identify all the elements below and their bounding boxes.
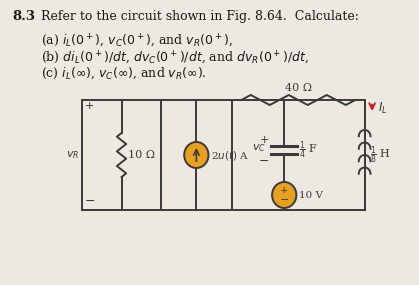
Text: 40 Ω: 40 Ω <box>285 83 312 93</box>
Text: −: − <box>279 195 289 205</box>
Text: $\frac{1}{4}$ F: $\frac{1}{4}$ F <box>299 139 318 161</box>
Text: +: + <box>280 186 288 195</box>
Circle shape <box>184 142 209 168</box>
Text: 10 V: 10 V <box>299 190 323 200</box>
Text: $v_C$: $v_C$ <box>253 142 266 154</box>
Text: +: + <box>260 135 269 145</box>
Circle shape <box>272 182 296 208</box>
Text: $\frac{1}{8}$ H: $\frac{1}{8}$ H <box>370 144 391 166</box>
Text: −: − <box>259 155 269 168</box>
Text: −: − <box>85 195 96 208</box>
Text: $v_R$: $v_R$ <box>66 149 80 161</box>
Text: (b) $di_L(0^+)/dt$, $dv_C(0^+)/dt$, and $dv_R(0^+)/dt$,: (b) $di_L(0^+)/dt$, $dv_C(0^+)/dt$, and … <box>41 49 309 66</box>
Text: +: + <box>85 101 94 111</box>
Text: Refer to the circuit shown in Fig. 8.64.  Calculate:: Refer to the circuit shown in Fig. 8.64.… <box>41 10 359 23</box>
Text: (a) $i_L(0^+)$, $v_C(0^+)$, and $v_R(0^+)$,: (a) $i_L(0^+)$, $v_C(0^+)$, and $v_R(0^+… <box>41 32 233 49</box>
Text: 2$u(t)$ A: 2$u(t)$ A <box>211 148 250 162</box>
Text: (c) $i_L(\infty)$, $v_C(\infty)$, and $v_R(\infty)$.: (c) $i_L(\infty)$, $v_C(\infty)$, and $v… <box>41 66 207 82</box>
Text: 10 Ω: 10 Ω <box>128 150 155 160</box>
Text: 8.3: 8.3 <box>12 10 35 23</box>
Text: $I_L$: $I_L$ <box>378 100 387 115</box>
